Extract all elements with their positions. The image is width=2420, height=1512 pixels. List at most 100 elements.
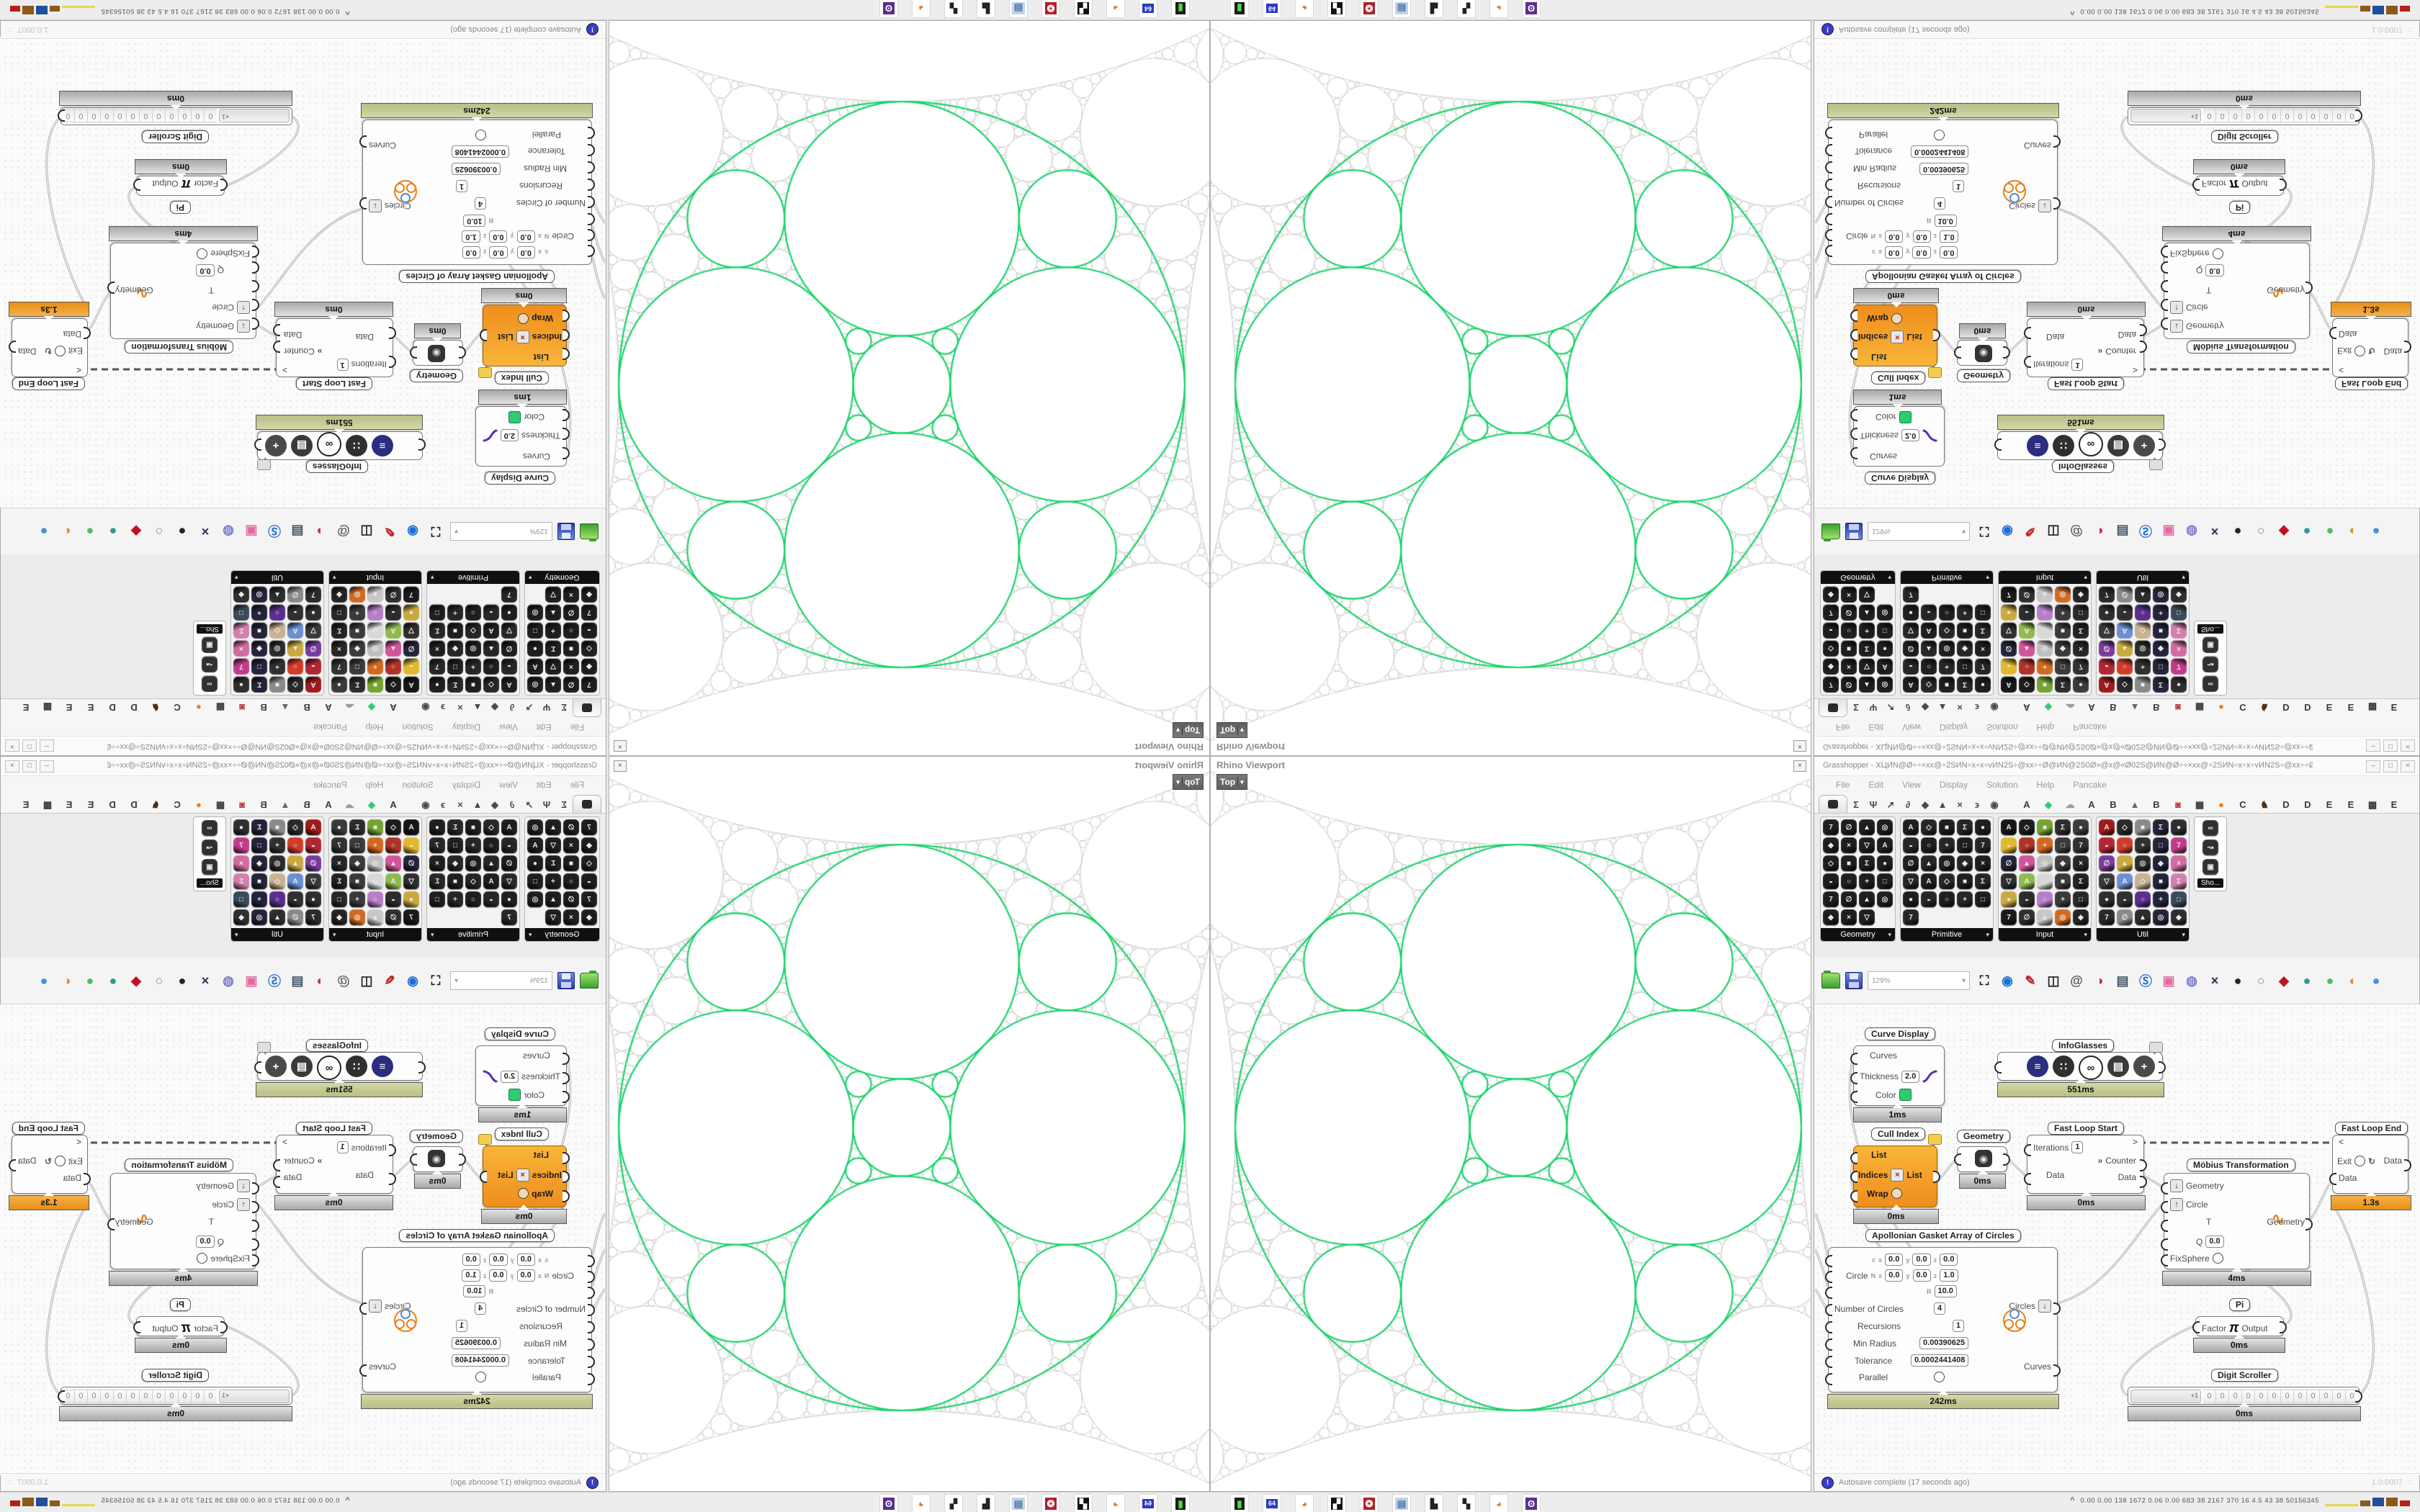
blue-ball-icon[interactable]: ● [40, 524, 48, 539]
plugin-tab[interactable]: E [2390, 799, 2398, 810]
input-port[interactable] [588, 245, 595, 257]
palette-icon[interactable]: ◆ [581, 837, 597, 853]
palette-icon[interactable]: ● [2171, 677, 2187, 693]
input-port[interactable] [459, 346, 466, 359]
dark-sphere-icon[interactable]: ● [178, 973, 187, 988]
plugin-tab[interactable]: E [66, 799, 73, 810]
cull-index-label[interactable]: Cull Index [494, 372, 549, 384]
mobius-node[interactable]: ↓ Geometry ↑ Circle T Q 0.0 FixSphere ∿ Geo… [2161, 243, 2313, 339]
palette-icon[interactable]: A [305, 677, 321, 693]
recursions-value[interactable]: 1 [455, 1320, 467, 1332]
maximize-button[interactable]: □ [2383, 739, 2398, 752]
parallel-toggle[interactable] [475, 130, 486, 140]
menu-item-edit[interactable]: Edit [536, 722, 552, 732]
floating-panel-icon[interactable]: ∞ [201, 820, 218, 836]
apollonian-gasket-canvas[interactable] [1211, 757, 1811, 1491]
output-port[interactable] [2003, 346, 2010, 359]
palette-icon[interactable]: ◎ [251, 909, 267, 925]
palette-icon[interactable]: ◒ [1903, 659, 1919, 675]
system-tray[interactable]: ^ 0.00 0.00 138 1672 0.06 0.00 683 38 21… [2070, 6, 2410, 17]
palette-icon[interactable]: × [1841, 587, 1857, 603]
output-port[interactable] [2159, 438, 2166, 451]
digit-cell[interactable]: 0 [2307, 1390, 2320, 1403]
viewport-projection-button[interactable]: Top ▾ [1173, 722, 1204, 738]
palette-icon[interactable]: A [483, 623, 499, 639]
n-y[interactable]: 0.0 [1912, 230, 1931, 243]
palette-icon[interactable]: □ [429, 605, 445, 621]
palette-icon[interactable]: ■ [1939, 677, 1955, 693]
palette-icon[interactable]: Σ [447, 819, 463, 835]
palette-icon[interactable]: ▽ [501, 623, 517, 639]
input-port[interactable] [588, 1287, 595, 1299]
palette-icon[interactable]: ● [429, 677, 445, 693]
input-port[interactable] [1954, 346, 1961, 359]
palette-icon[interactable]: 7 [1975, 659, 1991, 675]
floating-panel-icon[interactable]: ∞ [201, 676, 218, 692]
panel-title-input[interactable]: Input ▾ [329, 571, 421, 584]
palette-icon[interactable]: 7 [501, 909, 517, 925]
category-tab-icon[interactable]: ϶ [1974, 702, 1980, 713]
profiler-icon[interactable]: ≡ [2027, 435, 2048, 456]
palette-icon[interactable]: A [2019, 623, 2035, 639]
palette-icon[interactable]: 7 [2073, 837, 2089, 853]
palette-icon[interactable]: ◆ [349, 641, 365, 657]
menu-item-view[interactable]: View [1902, 722, 1921, 732]
palette-icon[interactable]: + [269, 659, 285, 675]
palette-icon[interactable]: ▽ [545, 587, 561, 603]
input-port[interactable] [1825, 1321, 1832, 1333]
palette-icon[interactable]: ▲ [2037, 587, 2053, 603]
pi-label[interactable]: Pi [169, 201, 191, 214]
document-icon[interactable]: ▤ [291, 973, 304, 988]
category-tab-icon[interactable]: × [457, 702, 463, 713]
input-port[interactable] [563, 329, 570, 341]
input-port[interactable] [1850, 1053, 1857, 1065]
speech-bubble-icon[interactable] [2149, 459, 2163, 470]
green-ball-icon[interactable]: ● [2326, 973, 2334, 988]
output-port[interactable] [2003, 1153, 2010, 1166]
palette-icon[interactable]: ∅ [403, 855, 419, 871]
infoglasses-label[interactable]: InfoGlasses [2052, 1039, 2115, 1052]
palette-icon[interactable]: ◒ [305, 659, 321, 675]
palette-icon[interactable]: ○ [2135, 605, 2151, 621]
palette-icon[interactable]: ○ [367, 605, 383, 621]
palette-icon[interactable]: + [447, 605, 463, 621]
input-port[interactable] [588, 213, 595, 225]
panel-title-input[interactable]: Input ▾ [1999, 928, 2091, 941]
teal-ball-icon[interactable]: ● [2303, 973, 2311, 988]
thickness-value[interactable]: 2.0 [500, 429, 519, 442]
plugin-tab[interactable]: E [22, 702, 30, 713]
wire-sphere-icon[interactable]: ○ [155, 973, 163, 988]
plugin-tab[interactable]: ▦ [215, 702, 225, 713]
digit-cell[interactable]: 0 [139, 1390, 152, 1403]
menu-item-display[interactable]: Display [452, 780, 481, 790]
open-file-icon[interactable] [580, 973, 599, 989]
input-port[interactable] [1850, 409, 1857, 421]
palette-icon[interactable]: ▲ [545, 819, 561, 835]
digit-scroller-label[interactable]: Digit Scroller [2211, 1369, 2278, 1382]
palette-icon[interactable]: ◆ [1823, 587, 1839, 603]
output-port[interactable] [359, 1364, 367, 1377]
cull-index-node[interactable]: List Indices × List Wrap [480, 305, 570, 366]
input-port[interactable] [1850, 428, 1857, 440]
palette-icon[interactable]: ◆ [251, 855, 267, 871]
floating-panel-icon[interactable]: ↝ [201, 840, 218, 855]
plugin-tab[interactable]: D [2282, 799, 2290, 810]
brush-icon[interactable]: ✎ [2025, 524, 2036, 539]
palette-icon[interactable]: A [2001, 677, 2017, 693]
input-port[interactable] [1825, 1338, 1832, 1351]
palette-icon[interactable]: ◆ [1823, 837, 1839, 853]
input-port[interactable] [2192, 1321, 2200, 1333]
redcard-icon[interactable]: ❂ [1360, 1494, 1379, 1512]
palette-icon[interactable]: ∅ [2117, 587, 2133, 603]
input-port[interactable] [2161, 299, 2168, 311]
goggles-icon[interactable]: ∞ [317, 432, 341, 456]
menu-item-solution[interactable]: Solution [1986, 722, 2018, 732]
floating-panel-icon[interactable]: ▣ [2202, 637, 2219, 653]
palette-icon[interactable]: ◇ [581, 855, 597, 871]
wire-sphere-icon[interactable]: ○ [2257, 524, 2265, 539]
wrap-toggle[interactable] [518, 313, 529, 324]
cull-index-node[interactable]: List Indices × List Wrap [1850, 305, 1940, 366]
exit-toggle[interactable] [2354, 1156, 2366, 1166]
palette-icon[interactable]: Σ [1957, 819, 1973, 835]
